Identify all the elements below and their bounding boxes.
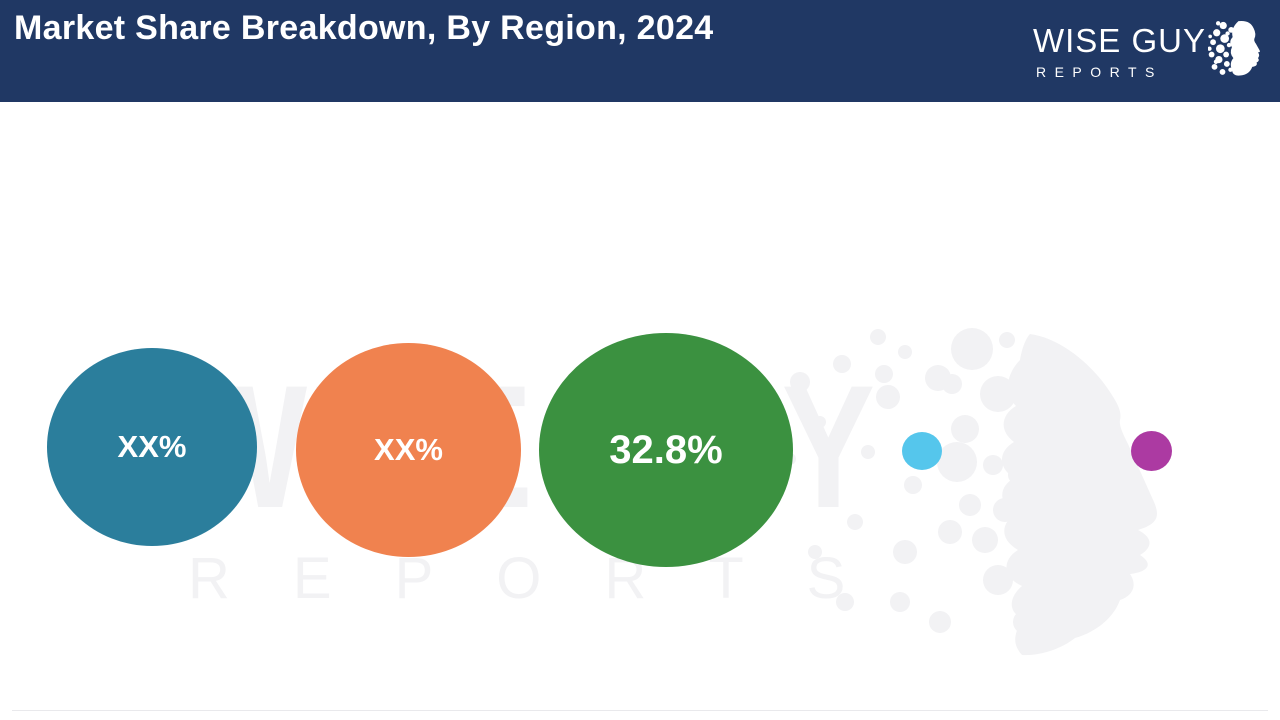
bubble-south-america [902, 432, 942, 470]
bubble-europe: XX% [296, 343, 521, 557]
bubble-mea [1131, 431, 1172, 471]
header: Market Share Breakdown, By Region, 2024 … [0, 0, 1280, 102]
page-title: Market Share Breakdown, By Region, 2024 [14, 9, 714, 47]
bottom-divider [12, 710, 1268, 711]
watermark-head-icon [784, 328, 1157, 656]
bubble-apac: 32.8% [539, 333, 793, 567]
wise-guy-reports-logo: WISE GUY REPORTS [1033, 8, 1266, 88]
watermark-subtext: REPORTS [188, 546, 909, 611]
bubble-north-america: XX% [47, 348, 257, 546]
bubble-value-label: 32.8% [609, 427, 723, 472]
bubble-value-label: XX% [117, 429, 187, 464]
logo-subtext: REPORTS [1035, 64, 1163, 80]
bubble-chart: WISE GUY REPORTS XX% XX% 32.8% North Ame… [0, 102, 1280, 720]
logo-head-icon [1208, 20, 1260, 76]
bubble-value-label: XX% [374, 432, 443, 467]
logo-wordmark: WISE GUY [1032, 22, 1206, 59]
